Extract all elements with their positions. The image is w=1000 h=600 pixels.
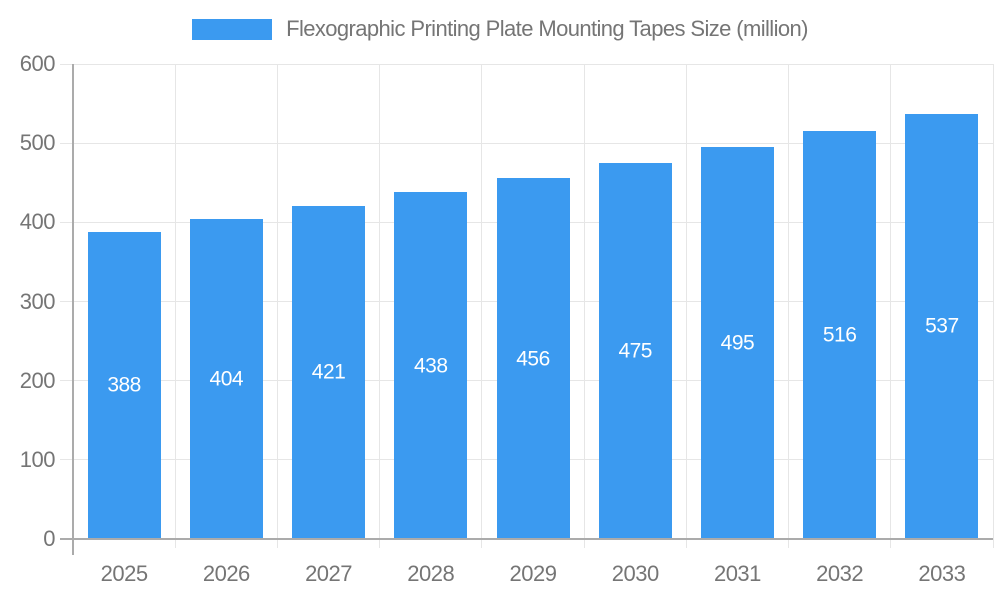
bar-value-label: 475 <box>618 339 652 363</box>
x-axis-tick <box>992 539 994 548</box>
x-axis-tick-label: 2026 <box>202 561 250 586</box>
y-axis-tick-label: 600 <box>19 51 56 76</box>
x-axis-tick-label: 2030 <box>611 561 659 586</box>
y-axis-tick-label: 0 <box>43 526 55 551</box>
bar-2027 <box>292 205 366 538</box>
x-axis-tick-label: 2025 <box>100 561 148 586</box>
bar-2025 <box>87 231 161 538</box>
y-axis-tick-label: 100 <box>19 446 56 472</box>
gridline-vertical <box>276 64 278 539</box>
gridline-vertical <box>685 64 687 539</box>
bar-value-label: 495 <box>720 331 755 355</box>
x-axis-tick-label: 2031 <box>713 561 761 586</box>
y-axis-tick-label: 500 <box>19 130 56 156</box>
x-axis-line <box>60 538 993 540</box>
y-axis-tick-label: 400 <box>19 209 56 235</box>
bar-value-label: 537 <box>925 314 959 338</box>
gridline-vertical <box>379 64 381 539</box>
bar-value-label: 438 <box>413 354 448 378</box>
bar-value-label: 404 <box>209 367 244 391</box>
chart-title: Flexographic Printing Plate Mounting Tap… <box>286 16 808 41</box>
x-axis-tick <box>890 539 892 548</box>
bar-value-label: 421 <box>311 360 346 384</box>
x-axis-tick <box>788 539 790 548</box>
x-axis-tick <box>174 539 176 548</box>
x-axis-tick <box>379 539 381 548</box>
gridline-vertical <box>174 64 176 539</box>
gridline-vertical <box>583 64 585 539</box>
bar-2026 <box>189 219 263 538</box>
legend-swatch-icon <box>192 18 273 40</box>
x-axis-tick-label: 2033 <box>918 561 966 586</box>
x-axis-tick <box>685 539 687 548</box>
x-axis-tick <box>276 539 278 548</box>
bar-2032 <box>803 130 877 538</box>
bar-value-label: 388 <box>107 373 141 397</box>
bar-2028 <box>394 192 468 538</box>
y-axis-tick-label: 200 <box>19 367 56 393</box>
gridline-horizontal <box>60 63 993 65</box>
gridline-vertical <box>788 64 790 539</box>
y-axis-line <box>72 64 74 555</box>
gridline-horizontal <box>60 142 993 144</box>
x-axis-tick <box>481 539 483 548</box>
x-axis-tick-label: 2028 <box>407 561 455 586</box>
x-axis-tick-label: 2027 <box>305 561 353 586</box>
bar-value-label: 516 <box>822 323 857 347</box>
bar-2033 <box>905 113 979 538</box>
gridline-vertical <box>481 64 483 539</box>
bar-2031 <box>700 147 774 538</box>
bar-2029 <box>496 178 570 538</box>
gridline-vertical <box>992 64 994 539</box>
gridline-vertical <box>890 64 892 539</box>
bar-2030 <box>598 162 672 538</box>
chart-legend[interactable]: Flexographic Printing Plate Mounting Tap… <box>0 16 1000 42</box>
x-axis-tick <box>583 539 585 548</box>
x-axis-tick-label: 2032 <box>816 561 864 586</box>
y-axis-tick-label: 300 <box>19 288 56 314</box>
x-axis-tick-label: 2029 <box>509 561 557 586</box>
bar-value-label: 456 <box>516 347 550 370</box>
